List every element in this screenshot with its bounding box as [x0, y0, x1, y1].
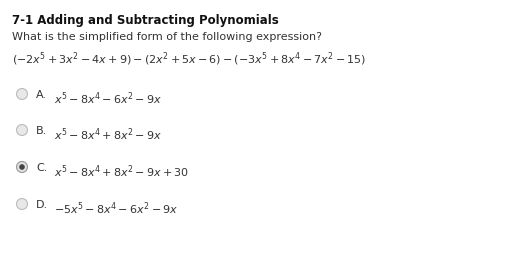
Circle shape: [16, 125, 28, 135]
Text: $-5x^5 - 8x^4 - 6x^2 - 9x$: $-5x^5 - 8x^4 - 6x^2 - 9x$: [54, 200, 178, 216]
Circle shape: [16, 199, 28, 210]
Text: $(-2x^5 + 3x^2 - 4x + 9) - (2x^2 + 5x - 6) - (-3x^5 + 8x^4 - 7x^2 - 15)$: $(-2x^5 + 3x^2 - 4x + 9) - (2x^2 + 5x - …: [12, 50, 366, 68]
Text: $x^5 - 8x^4 - 6x^2 - 9x$: $x^5 - 8x^4 - 6x^2 - 9x$: [54, 90, 162, 107]
Circle shape: [16, 162, 28, 172]
Text: $x^5 - 8x^4 + 8x^2 - 9x$: $x^5 - 8x^4 + 8x^2 - 9x$: [54, 126, 162, 143]
Text: C.: C.: [36, 163, 47, 173]
Circle shape: [19, 164, 25, 170]
Text: D.: D.: [36, 200, 48, 210]
Text: $x^5 - 8x^4 + 8x^2 - 9x + 30$: $x^5 - 8x^4 + 8x^2 - 9x + 30$: [54, 163, 189, 180]
Text: A.: A.: [36, 90, 47, 100]
Circle shape: [16, 88, 28, 100]
Text: B.: B.: [36, 126, 47, 136]
Text: What is the simplified form of the following expression?: What is the simplified form of the follo…: [12, 32, 322, 42]
Text: 7-1 Adding and Subtracting Polynomials: 7-1 Adding and Subtracting Polynomials: [12, 14, 279, 27]
